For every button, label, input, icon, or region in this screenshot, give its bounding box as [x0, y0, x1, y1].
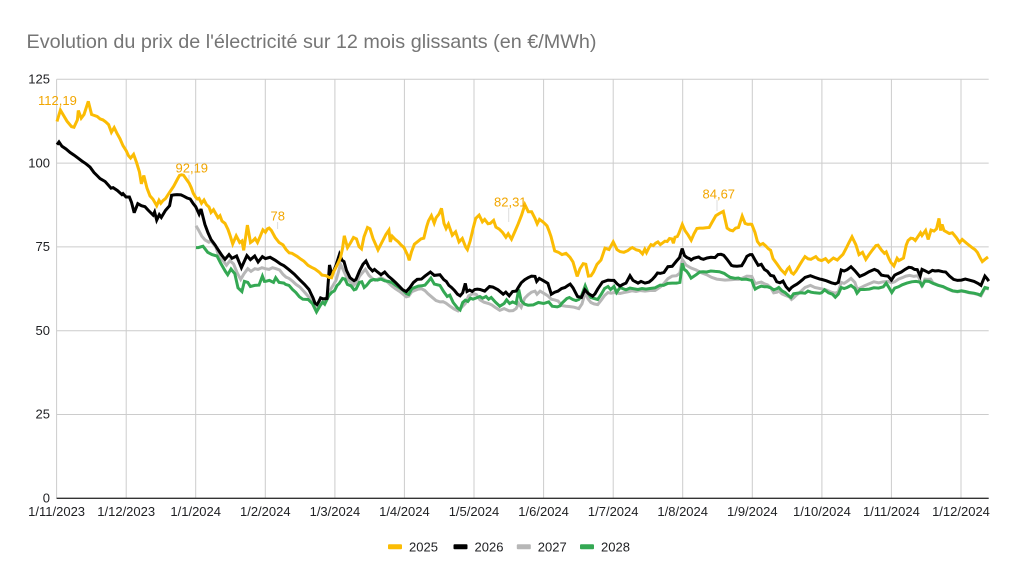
svg-text:1/10/2024: 1/10/2024 — [793, 504, 851, 519]
svg-text:Evolution du prix de l'électri: Evolution du prix de l'électricité sur 1… — [27, 31, 597, 53]
svg-text:25: 25 — [36, 407, 50, 422]
svg-text:82,31: 82,31 — [494, 195, 527, 210]
svg-text:112,19: 112,19 — [38, 93, 77, 108]
svg-text:1/8/2024: 1/8/2024 — [657, 504, 708, 519]
svg-text:1/12/2023: 1/12/2023 — [97, 504, 155, 519]
svg-text:1/2/2024: 1/2/2024 — [240, 504, 291, 519]
svg-text:84,67: 84,67 — [703, 187, 736, 202]
svg-text:1/11/2023: 1/11/2023 — [28, 504, 85, 519]
svg-text:1/6/2024: 1/6/2024 — [518, 504, 569, 519]
svg-text:125: 125 — [28, 72, 50, 87]
svg-text:1/3/2024: 1/3/2024 — [310, 504, 361, 519]
svg-text:92,19: 92,19 — [176, 161, 209, 176]
svg-text:100: 100 — [28, 155, 50, 170]
svg-text:1/7/2024: 1/7/2024 — [588, 504, 639, 519]
svg-text:2026: 2026 — [475, 540, 504, 555]
svg-text:2025: 2025 — [409, 540, 438, 555]
svg-text:75: 75 — [36, 239, 50, 254]
svg-text:50: 50 — [36, 323, 50, 338]
svg-text:1/11/2024: 1/11/2024 — [863, 504, 920, 519]
svg-text:1/1/2024: 1/1/2024 — [170, 504, 221, 519]
svg-text:2027: 2027 — [538, 540, 567, 555]
svg-text:0: 0 — [43, 491, 50, 506]
svg-text:1/9/2024: 1/9/2024 — [727, 504, 778, 519]
svg-text:2028: 2028 — [601, 540, 630, 555]
svg-text:1/4/2024: 1/4/2024 — [379, 504, 430, 519]
svg-text:1/12/2024: 1/12/2024 — [932, 504, 990, 519]
svg-text:78: 78 — [271, 209, 285, 224]
svg-text:1/5/2024: 1/5/2024 — [449, 504, 500, 519]
